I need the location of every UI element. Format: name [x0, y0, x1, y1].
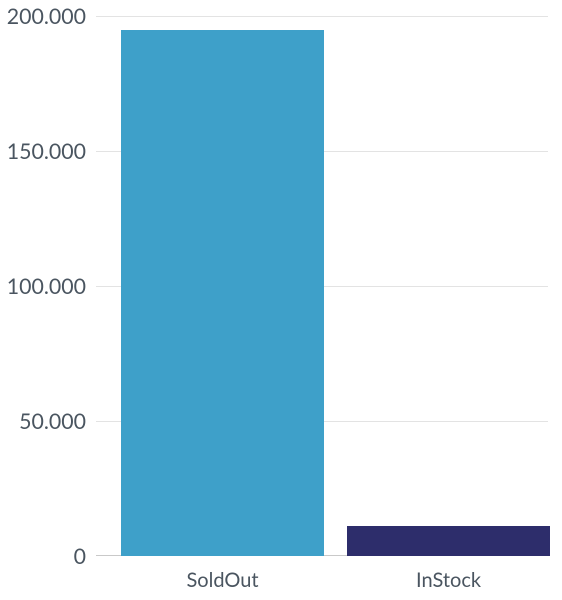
x-axis-tick-label: SoldOut: [187, 568, 259, 592]
y-axis-tick-label: 150.000: [7, 138, 86, 164]
gridline: [96, 16, 548, 17]
y-axis-tick-label: 50.000: [19, 408, 86, 434]
inventory-bar-chart: 0 50.000 100.000 150.000 200.000 SoldOut InSto…: [0, 0, 562, 600]
x-axis-tick-label: InStock: [416, 568, 481, 592]
plot-area: 050.000100.000150.000200.000SoldOutInSto…: [96, 16, 548, 556]
bar-soldout: [121, 30, 324, 557]
y-axis-tick-label: 0: [74, 543, 86, 569]
y-axis-tick-label: 100.000: [7, 273, 86, 299]
y-axis-tick-label: 200.000: [7, 3, 86, 29]
bar-instock: [347, 526, 550, 556]
